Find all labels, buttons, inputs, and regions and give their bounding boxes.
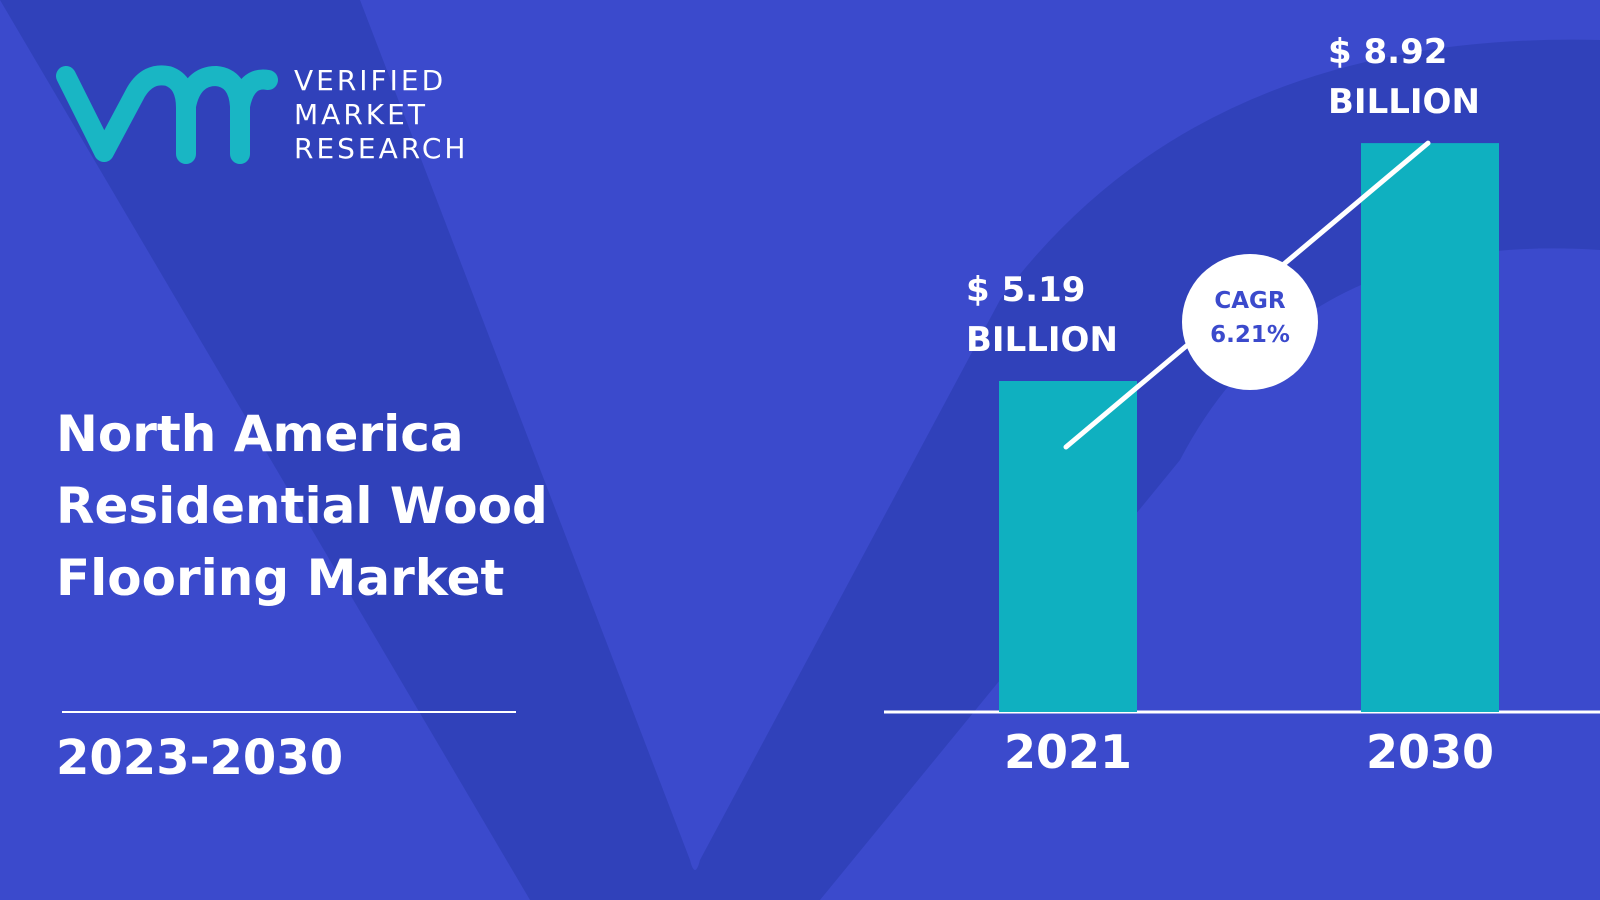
value-label-2021: $ 5.19 bbox=[966, 270, 1085, 310]
year-label-2030: 2030 bbox=[1366, 725, 1494, 779]
value-label-2030: $ 8.92 bbox=[1328, 32, 1447, 72]
cagr-label: CAGR bbox=[1214, 288, 1286, 314]
brand-header: VERIFIED MARKET RESEARCH bbox=[52, 62, 492, 172]
year-label-2021: 2021 bbox=[1004, 725, 1132, 779]
unit-label-2030: BILLION bbox=[1328, 82, 1480, 122]
cagr-value: 6.21% bbox=[1210, 322, 1290, 348]
cagr-circle bbox=[1182, 254, 1318, 390]
title-divider bbox=[62, 711, 516, 713]
brand-line-research: RESEARCH bbox=[294, 132, 469, 165]
bars-layer: $ 5.19 BILLION 2021 $ 8.92 BILLION 2030 bbox=[966, 32, 1499, 779]
bar-2030 bbox=[1361, 143, 1499, 713]
unit-label-2021: BILLION bbox=[966, 320, 1118, 360]
brand-name: VERIFIED MARKET RESEARCH bbox=[294, 64, 468, 166]
forecast-period: 2023-2030 bbox=[56, 730, 344, 786]
brand-line-market: MARKET bbox=[294, 98, 428, 131]
cagr-badge: CAGR 6.21% bbox=[1182, 254, 1318, 390]
vmr-logo-icon bbox=[56, 65, 278, 164]
report-title: North America Residential Wood Flooring … bbox=[56, 405, 548, 607]
bar-2021 bbox=[999, 381, 1137, 712]
brand-line-verified: VERIFIED bbox=[294, 64, 447, 97]
